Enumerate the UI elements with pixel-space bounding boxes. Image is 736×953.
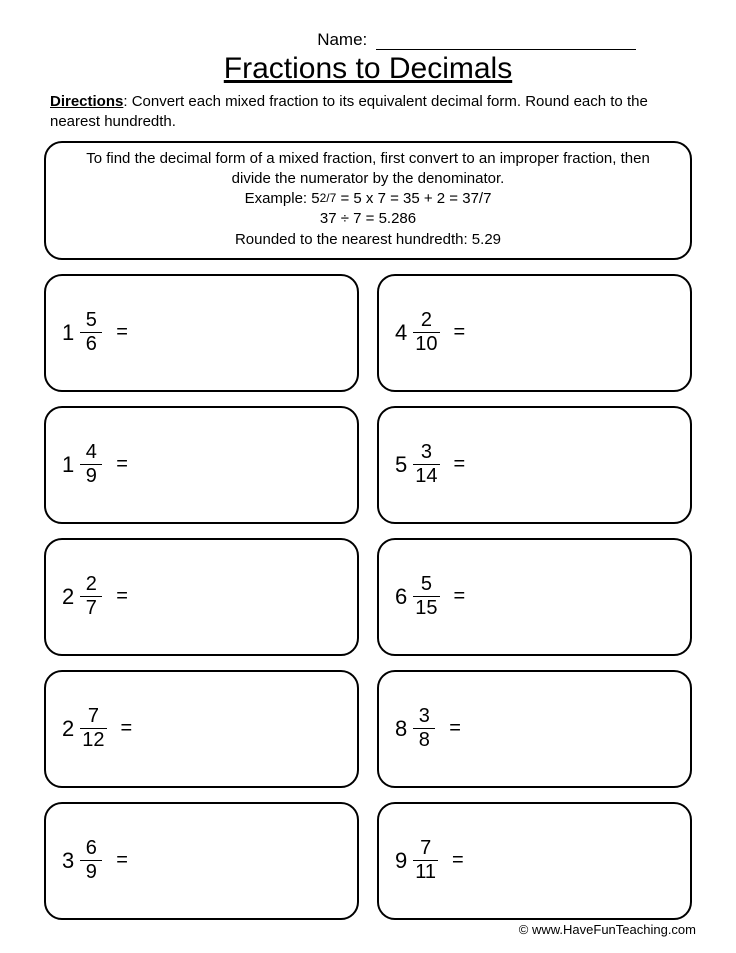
equals-sign: =	[454, 585, 466, 608]
instructions-line4: Rounded to the nearest hundredth: 5.29	[66, 230, 670, 250]
example-label: Example: 5	[245, 190, 320, 207]
name-row: Name:	[40, 30, 696, 50]
whole-number: 9	[395, 848, 407, 874]
equals-sign: =	[449, 717, 461, 740]
mixed-fraction: 6 5 15	[395, 574, 440, 619]
numerator: 2	[419, 310, 434, 332]
directions-text: : Convert each mixed fraction to its equ…	[50, 93, 648, 130]
denominator: 10	[413, 332, 439, 355]
numerator: 6	[84, 838, 99, 860]
example-tail: = 5 x 7 = 35 + 2 = 37/7	[336, 190, 491, 207]
whole-number: 2	[62, 584, 74, 610]
problem-grid: 1 5 6 = 4 2 10 = 1 4 9 = 5	[44, 274, 692, 920]
denominator: 8	[413, 728, 435, 751]
whole-number: 1	[62, 452, 74, 478]
fraction: 5 6	[80, 310, 102, 355]
mixed-fraction: 1 5 6	[62, 310, 102, 355]
problem-cell[interactable]: 1 5 6 =	[44, 274, 359, 392]
mixed-fraction: 9 7 11	[395, 838, 438, 883]
fraction: 5 15	[413, 574, 439, 619]
numerator: 4	[84, 442, 99, 464]
denominator: 14	[413, 464, 439, 487]
equals-sign: =	[454, 321, 466, 344]
whole-number: 4	[395, 320, 407, 346]
equals-sign: =	[121, 717, 133, 740]
equals-sign: =	[116, 321, 128, 344]
equals-sign: =	[116, 453, 128, 476]
instructions-line1: To find the decimal form of a mixed frac…	[66, 149, 670, 190]
example-fraction: 2/7	[320, 191, 337, 205]
whole-number: 8	[395, 716, 407, 742]
fraction: 7 12	[80, 706, 106, 751]
fraction: 3 8	[413, 706, 435, 751]
problem-cell[interactable]: 8 3 8 =	[377, 670, 692, 788]
mixed-fraction: 3 6 9	[62, 838, 102, 883]
problem-cell[interactable]: 2 7 12 =	[44, 670, 359, 788]
denominator: 9	[80, 464, 102, 487]
numerator: 3	[419, 442, 434, 464]
whole-number: 3	[62, 848, 74, 874]
fraction: 3 14	[413, 442, 439, 487]
fraction: 7 11	[413, 838, 438, 883]
directions: Directions: Convert each mixed fraction …	[50, 92, 686, 133]
name-label: Name:	[317, 30, 367, 49]
page-title: Fractions to Decimals	[40, 52, 696, 86]
numerator: 5	[84, 310, 99, 332]
mixed-fraction: 1 4 9	[62, 442, 102, 487]
whole-number: 6	[395, 584, 407, 610]
denominator: 7	[80, 596, 102, 619]
denominator: 11	[413, 860, 438, 883]
denominator: 12	[80, 728, 106, 751]
fraction: 2 10	[413, 310, 439, 355]
equals-sign: =	[452, 849, 464, 872]
problem-cell[interactable]: 5 3 14 =	[377, 406, 692, 524]
denominator: 6	[80, 332, 102, 355]
denominator: 9	[80, 860, 102, 883]
numerator: 7	[418, 838, 433, 860]
instructions-box: To find the decimal form of a mixed frac…	[44, 141, 692, 260]
directions-label: Directions	[50, 93, 123, 110]
mixed-fraction: 8 3 8	[395, 706, 435, 751]
whole-number: 1	[62, 320, 74, 346]
problem-cell[interactable]: 2 2 7 =	[44, 538, 359, 656]
problem-cell[interactable]: 1 4 9 =	[44, 406, 359, 524]
copyright-footer: © www.HaveFunTeaching.com	[519, 922, 696, 937]
problem-cell[interactable]: 9 7 11 =	[377, 802, 692, 920]
instructions-line3: 37 ÷ 7 = 5.286	[66, 209, 670, 229]
mixed-fraction: 2 7 12	[62, 706, 107, 751]
numerator: 2	[84, 574, 99, 596]
equals-sign: =	[116, 585, 128, 608]
whole-number: 2	[62, 716, 74, 742]
fraction: 6 9	[80, 838, 102, 883]
numerator: 3	[417, 706, 432, 728]
numerator: 7	[86, 706, 101, 728]
mixed-fraction: 2 2 7	[62, 574, 102, 619]
equals-sign: =	[116, 849, 128, 872]
whole-number: 5	[395, 452, 407, 478]
mixed-fraction: 4 2 10	[395, 310, 440, 355]
mixed-fraction: 5 3 14	[395, 442, 440, 487]
equals-sign: =	[454, 453, 466, 476]
numerator: 5	[419, 574, 434, 596]
problem-cell[interactable]: 4 2 10 =	[377, 274, 692, 392]
denominator: 15	[413, 596, 439, 619]
problem-cell[interactable]: 3 6 9 =	[44, 802, 359, 920]
name-blank-line[interactable]	[376, 49, 636, 50]
fraction: 2 7	[80, 574, 102, 619]
fraction: 4 9	[80, 442, 102, 487]
problem-cell[interactable]: 6 5 15 =	[377, 538, 692, 656]
instructions-example: Example: 52/7 = 5 x 7 = 35 + 2 = 37/7	[66, 189, 670, 209]
